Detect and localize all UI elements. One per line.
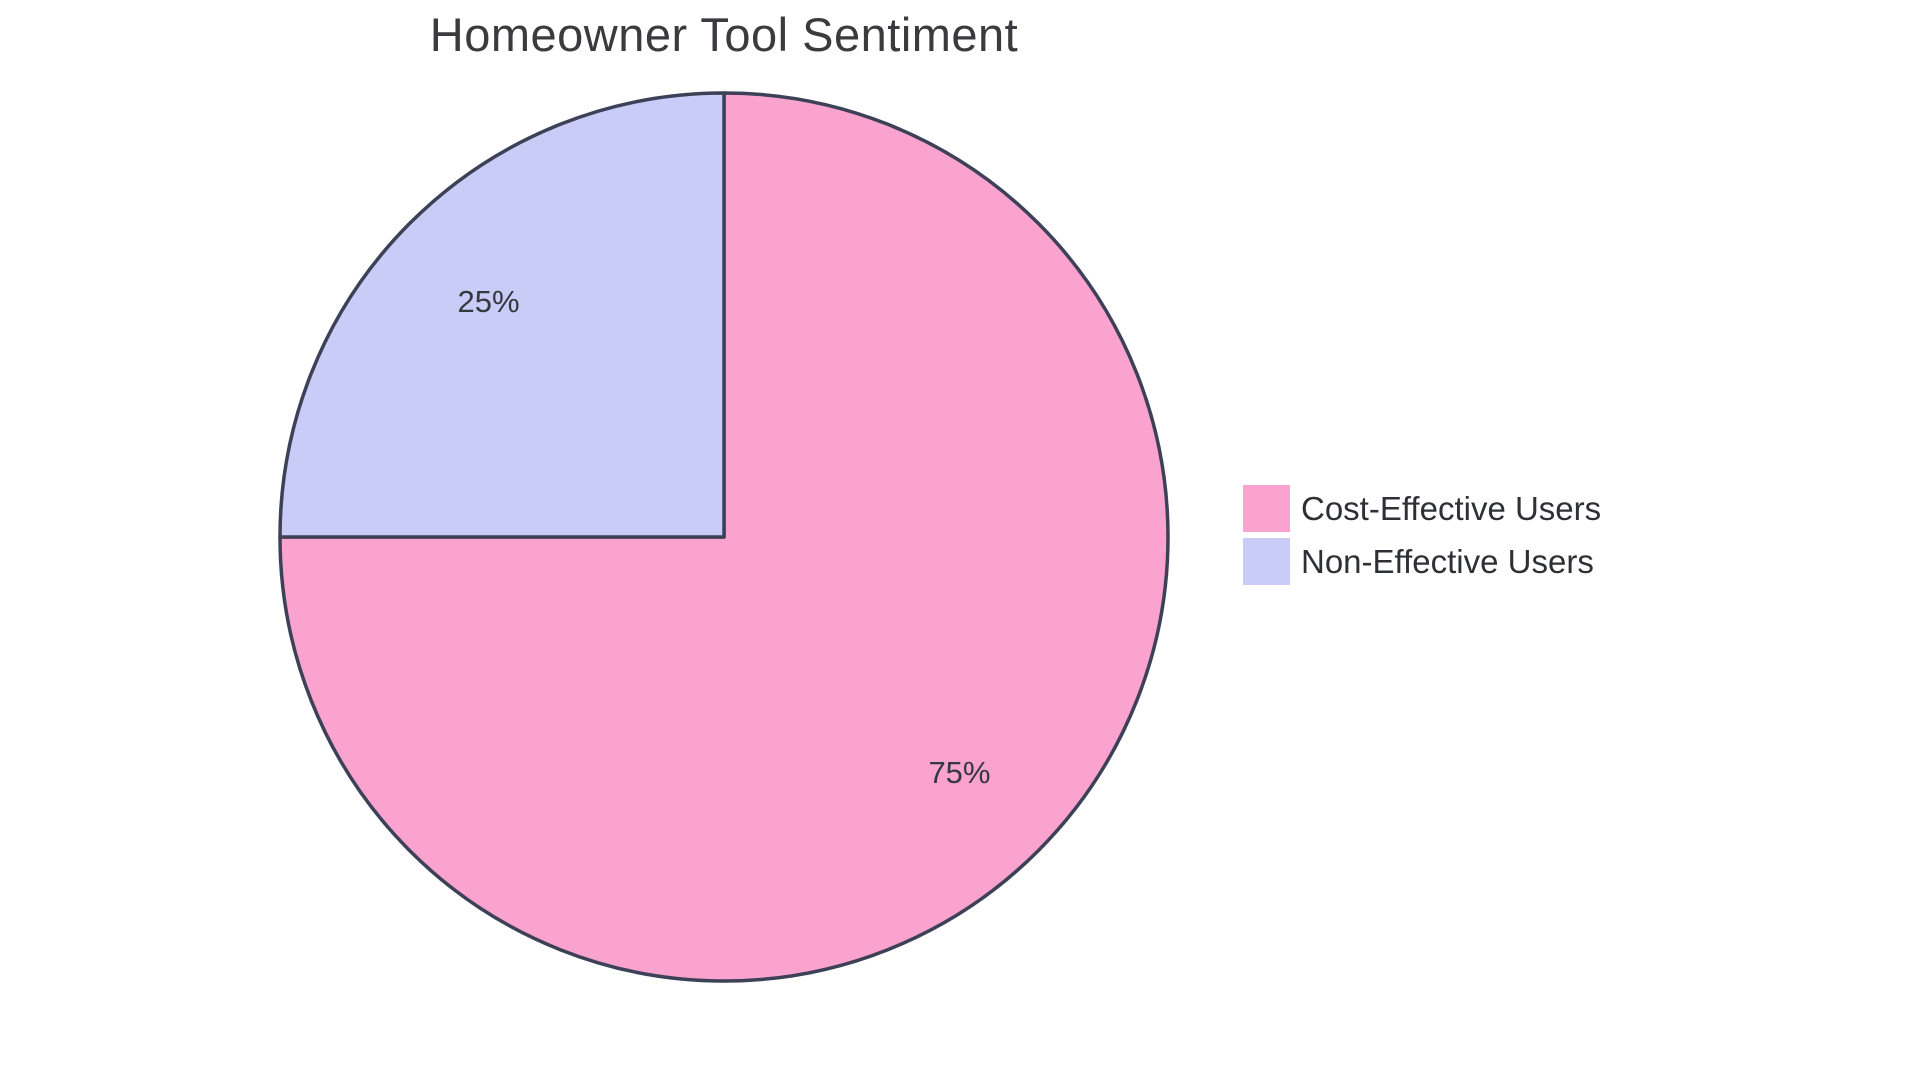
- legend-label-cost-effective: Cost-Effective Users: [1301, 489, 1602, 527]
- legend-swatch-non-effective: [1243, 538, 1290, 585]
- legend-item-non-effective[interactable]: Non-Effective Users: [1243, 538, 1601, 585]
- slice-label-1: 25%: [458, 284, 520, 319]
- pie-slice-1[interactable]: [278, 91, 726, 539]
- legend-swatch-cost-effective: [1243, 485, 1290, 532]
- legend-label-non-effective: Non-Effective Users: [1301, 542, 1594, 580]
- chart-legend: Cost-Effective Users Non-Effective Users: [1243, 485, 1601, 585]
- slice-label-0: 75%: [928, 755, 990, 790]
- chart-title: Homeowner Tool Sentiment: [429, 8, 1019, 61]
- legend-item-cost-effective[interactable]: Cost-Effective Users: [1243, 485, 1601, 532]
